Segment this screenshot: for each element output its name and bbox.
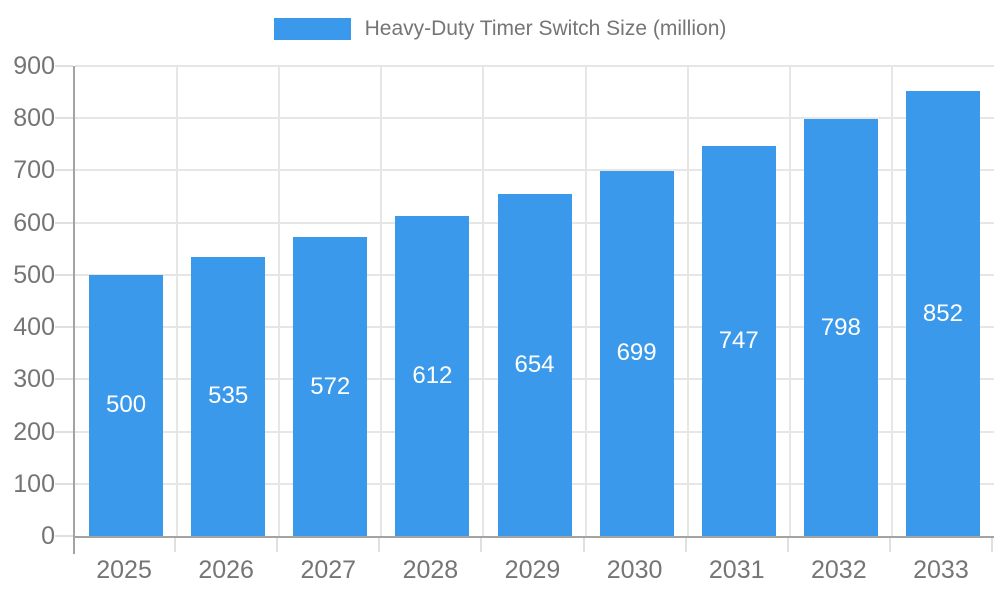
y-tick-mark — [55, 430, 73, 433]
y-tick-mark — [55, 65, 73, 67]
x-tick-mark — [684, 538, 687, 552]
gridline-vertical — [482, 66, 485, 536]
bar[interactable]: 500 — [89, 274, 164, 536]
x-tick-label: 2033 — [913, 556, 969, 584]
y-tick-label: 700 — [13, 156, 55, 185]
bar-value-label: 852 — [922, 299, 963, 327]
x-tick-mark — [378, 538, 381, 552]
bar-value-label: 747 — [718, 326, 759, 354]
x-tick-label: 2029 — [504, 556, 561, 584]
y-tick-label: 600 — [13, 208, 55, 237]
legend-swatch — [273, 18, 351, 40]
x-tick-mark — [582, 538, 585, 552]
y-axis-extension — [73, 538, 75, 554]
gridline-vertical — [584, 66, 587, 536]
gridline-vertical — [176, 66, 179, 536]
x-tick-mark — [991, 538, 993, 552]
bar[interactable]: 798 — [803, 119, 878, 536]
bar-value-label: 798 — [820, 313, 861, 341]
y-tick-label: 0 — [41, 522, 55, 550]
bar-value-label: 500 — [106, 391, 147, 419]
y-tick-mark — [55, 326, 73, 329]
x-tick-mark — [276, 538, 279, 552]
bar-value-label: 654 — [514, 351, 555, 379]
y-tick-mark — [55, 535, 73, 537]
x-tick-mark — [174, 538, 177, 552]
gridline-vertical — [380, 66, 383, 536]
x-tick-label: 2032 — [811, 556, 867, 584]
x-tick-mark — [480, 538, 483, 552]
bar[interactable]: 699 — [599, 170, 674, 536]
legend-label: Heavy-Duty Timer Switch Size (million) — [364, 17, 727, 40]
y-tick-label: 100 — [13, 469, 55, 498]
bar[interactable]: 572 — [293, 237, 368, 536]
bar-value-label: 572 — [310, 372, 351, 400]
x-tick-label: 2030 — [606, 556, 663, 584]
y-tick-mark — [55, 221, 73, 224]
x-tick-label: 2025 — [96, 556, 152, 584]
gridline-vertical — [788, 66, 791, 536]
plot-area: 500 535 572 612 654 699 747 798 852 — [73, 65, 994, 538]
y-tick-mark — [55, 117, 73, 120]
x-tick-mark — [888, 538, 891, 552]
x-tick-label: 2026 — [198, 556, 254, 584]
y-tick-label: 900 — [13, 52, 55, 80]
gridline-horizontal — [75, 65, 994, 67]
x-tick-mark — [786, 538, 789, 552]
legend-item[interactable]: Heavy-Duty Timer Switch Size (million) — [0, 17, 1000, 41]
y-tick-label: 800 — [13, 104, 55, 133]
y-tick-label: 200 — [13, 417, 55, 446]
gridline-vertical — [686, 66, 689, 536]
y-tick-mark — [55, 273, 73, 276]
bar-value-label: 699 — [616, 339, 657, 367]
bar[interactable]: 747 — [701, 145, 776, 536]
gridline-horizontal — [75, 169, 994, 172]
y-tick-mark — [55, 482, 73, 485]
bar-value-label: 612 — [412, 362, 453, 390]
gridline-vertical — [890, 66, 893, 536]
bar[interactable]: 654 — [497, 194, 572, 536]
y-tick-label: 400 — [13, 313, 55, 342]
y-tick-label: 500 — [13, 260, 55, 289]
bar[interactable]: 852 — [905, 91, 980, 536]
y-tick-label: 300 — [13, 365, 55, 394]
bar-value-label: 535 — [208, 382, 249, 410]
y-tick-mark — [55, 169, 73, 172]
bar[interactable]: 535 — [191, 256, 266, 536]
y-tick-mark — [55, 378, 73, 381]
gridline-vertical — [278, 66, 281, 536]
x-tick-label: 2027 — [300, 556, 357, 584]
gridline-horizontal — [75, 117, 994, 120]
x-tick-label: 2028 — [402, 556, 459, 584]
x-tick-label: 2031 — [708, 556, 765, 584]
bar[interactable]: 612 — [395, 216, 470, 536]
